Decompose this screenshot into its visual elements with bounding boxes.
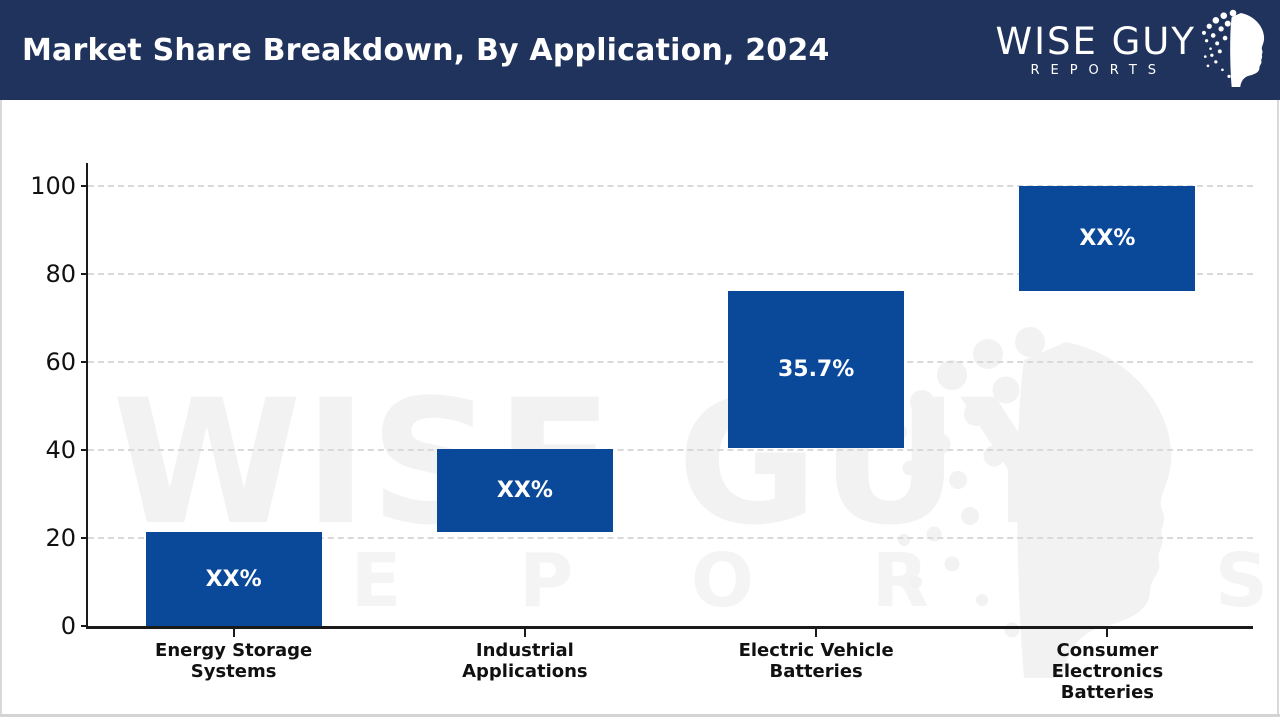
gridline-y60 [88,361,1253,363]
y-axis-tick [81,625,88,627]
brand-wordmark: WISE GUY REPORTS [996,23,1196,78]
y-axis-line [86,163,88,628]
header-bar: Market Share Breakdown, By Application, … [0,0,1280,100]
gridline-y20 [88,537,1253,539]
gridline-y100 [88,185,1253,187]
x-axis-tick [523,629,526,637]
x-axis-tick [815,629,818,637]
gridline-y40 [88,449,1253,451]
footer-divider [0,714,1280,717]
bar-value-label: XX% [1079,226,1136,252]
y-axis-tick-label: 20 [45,524,76,552]
wiseguy-face-icon [1201,9,1265,87]
left-border [0,100,2,717]
right-border [1277,100,1279,717]
x-axis-tick [232,629,235,637]
y-axis-tick [81,537,88,539]
bar-2[interactable]: 35.7% [728,291,905,449]
y-axis-tick-label: 60 [45,348,76,376]
y-axis-tick [81,449,88,451]
x-axis-tick [1106,629,1109,637]
category-label: Electric Vehicle Batteries [738,640,894,683]
gridline-y80 [88,273,1253,275]
watermark-face-icon [889,327,1172,678]
brand-name: WISE GUY [995,19,1196,63]
category-label: Industrial Applications [462,640,588,683]
x-axis-line [86,626,1253,629]
y-axis-tick [81,361,88,363]
chart-title: Market Share Breakdown, By Application, … [22,32,830,68]
brand-subname: REPORTS [1030,62,1168,78]
bar-0[interactable]: XX% [145,532,322,626]
bar-3[interactable]: XX% [1019,186,1196,292]
y-axis-tick-label: 80 [45,260,76,288]
y-axis-tick-label: 100 [30,172,76,200]
bar-value-label: 35.7% [777,357,855,383]
brand-logo: WISE GUY REPORTS [996,8,1266,92]
y-axis-tick [81,185,88,187]
bar-1[interactable]: XX% [436,448,613,533]
y-axis-tick-label: 0 [60,612,76,640]
y-axis-tick [81,273,88,275]
category-label: Consumer Electronics Batteries [1051,640,1164,704]
y-axis-tick-label: 40 [45,436,76,464]
bar-value-label: XX% [496,477,553,503]
bar-value-label: XX% [205,566,262,592]
category-label: Energy Storage Systems [155,640,313,683]
